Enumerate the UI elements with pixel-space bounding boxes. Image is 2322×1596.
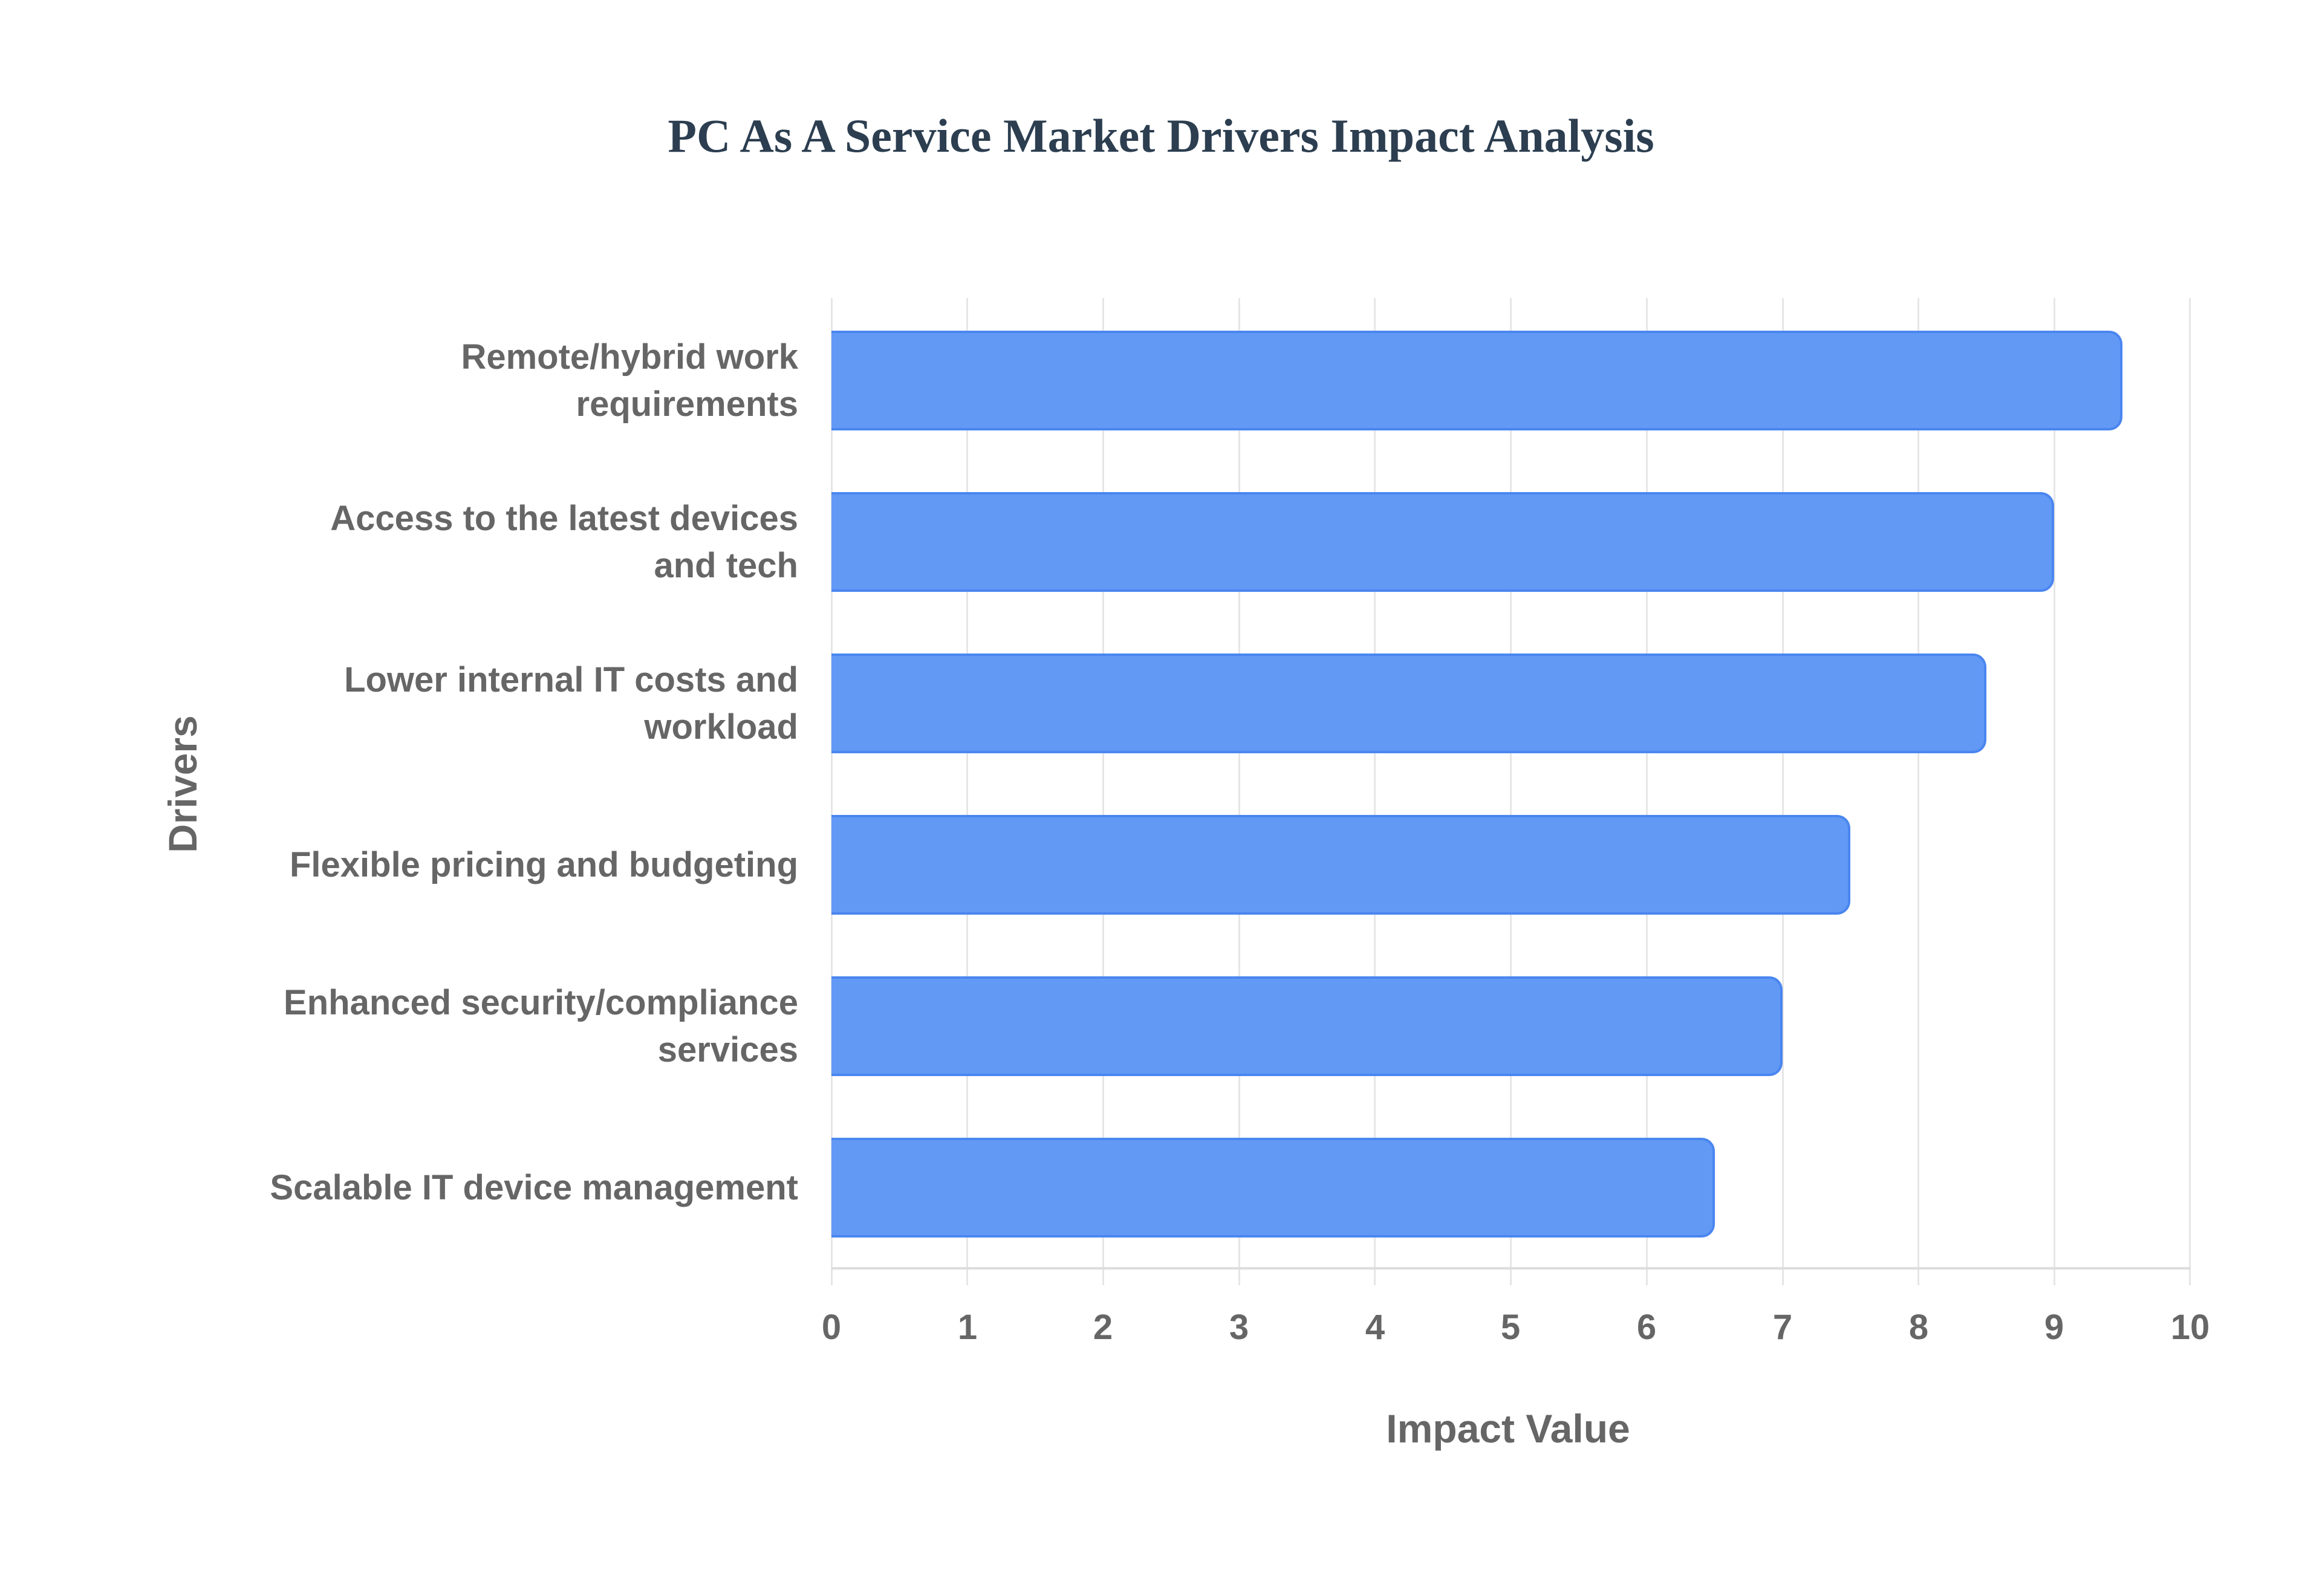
x-tick-8: 8 xyxy=(1908,1308,1929,1347)
bar-latest-devices[interactable] xyxy=(831,492,2055,592)
y-label-latest-devices: Access to the latest devices and tech xyxy=(254,492,798,592)
gridline-6 xyxy=(1646,298,1648,1285)
y-label-line: Access to the latest devices xyxy=(330,498,798,538)
gridline-3 xyxy=(1238,298,1240,1285)
bar-lower-it-costs[interactable] xyxy=(831,654,1986,753)
x-axis-line xyxy=(831,1267,2190,1270)
y-label-line: Enhanced security/compliance xyxy=(284,982,798,1022)
x-tick-1: 1 xyxy=(957,1308,978,1347)
gridline-5 xyxy=(1510,298,1512,1285)
gridline-4 xyxy=(1374,298,1376,1285)
x-tick-9: 9 xyxy=(2044,1308,2064,1347)
y-label-enhanced-security: Enhanced security/compliance services xyxy=(254,976,798,1076)
y-label-flexible-pricing: Flexible pricing and budgeting xyxy=(254,815,798,915)
x-tick-3: 3 xyxy=(1229,1308,1249,1347)
bar-remote-hybrid-work[interactable] xyxy=(831,331,2122,430)
x-tick-6: 6 xyxy=(1636,1308,1657,1347)
x-tick-7: 7 xyxy=(1772,1308,1793,1347)
y-label-line: Remote/hybrid work xyxy=(461,337,798,377)
y-label-line: and tech xyxy=(654,545,799,585)
y-label-line: services xyxy=(657,1030,798,1069)
y-label-line: Lower internal IT costs and xyxy=(344,660,798,699)
bar-scalable-device-mgmt[interactable] xyxy=(831,1138,1715,1238)
x-tick-0: 0 xyxy=(821,1308,842,1347)
y-label-line: requirements xyxy=(576,384,798,424)
bar-enhanced-security[interactable] xyxy=(831,976,1783,1076)
y-label-remote-hybrid-work: Remote/hybrid work requirements xyxy=(254,331,798,430)
plot-area xyxy=(831,298,2191,1285)
gridline-10 xyxy=(2189,298,2191,1285)
chart-title: PC As A Service Market Drivers Impact An… xyxy=(668,109,1654,162)
y-label-scalable-device-mgmt: Scalable IT device management xyxy=(254,1138,798,1238)
x-tick-5: 5 xyxy=(1500,1308,1521,1347)
x-tick-4: 4 xyxy=(1365,1308,1385,1347)
bar-flexible-pricing[interactable] xyxy=(831,815,1851,915)
y-label-lower-it-costs: Lower internal IT costs and workload xyxy=(254,654,798,753)
x-axis-title: Impact Value xyxy=(1386,1406,1630,1451)
y-label-line: Flexible pricing and budgeting xyxy=(289,845,798,884)
y-label-line: workload xyxy=(644,707,798,747)
y-label-line: Scalable IT device management xyxy=(270,1167,798,1207)
x-tick-2: 2 xyxy=(1093,1308,1113,1347)
x-tick-10: 10 xyxy=(2170,1308,2210,1347)
gridline-0 xyxy=(831,298,833,1285)
y-axis-title: Drivers xyxy=(160,715,205,853)
gridline-8 xyxy=(1917,298,1919,1285)
gridline-7 xyxy=(1782,298,1784,1285)
gridline-2 xyxy=(1102,298,1104,1285)
gridline-1 xyxy=(966,298,968,1285)
gridline-9 xyxy=(2054,298,2055,1285)
